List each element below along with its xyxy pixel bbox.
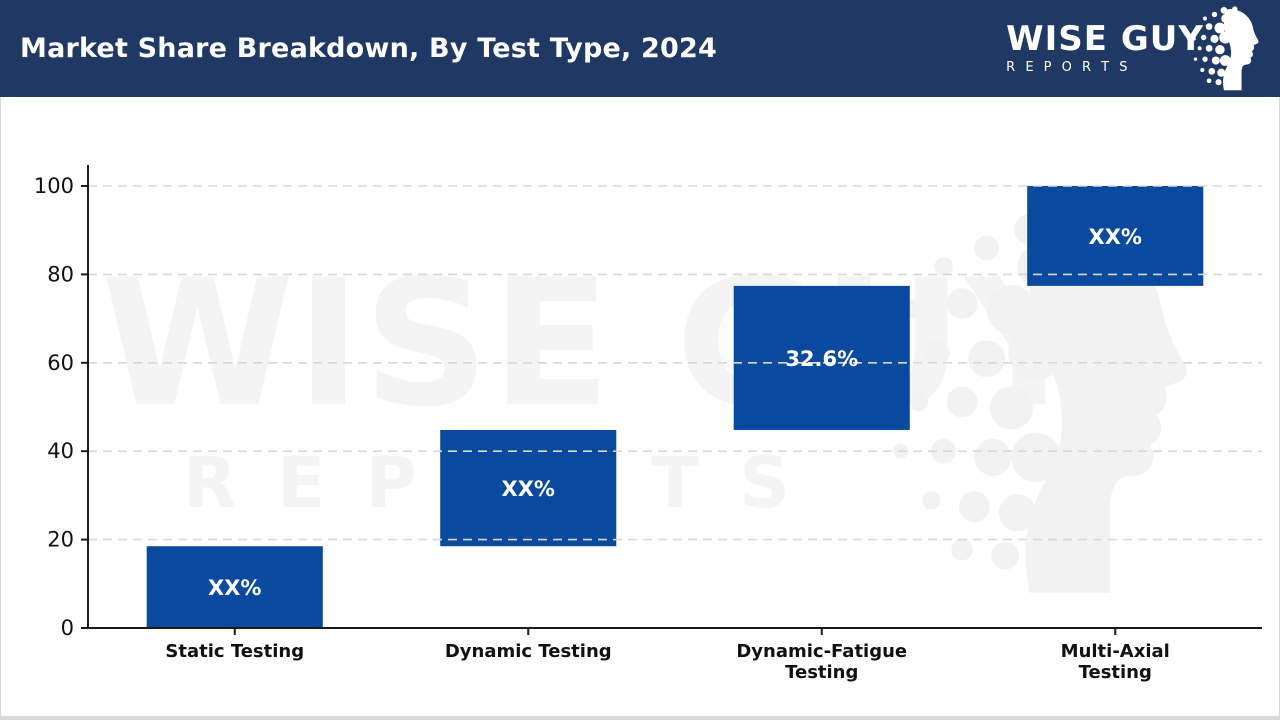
- y-tick-label: 60: [47, 351, 74, 375]
- brand-name-text: WISE GUY: [1006, 19, 1204, 60]
- bar-segment: [146, 546, 323, 628]
- bar-value-label: XX%: [1089, 225, 1142, 249]
- bottom-strip: [0, 716, 1280, 720]
- x-category-label: Static Testing: [165, 641, 304, 662]
- bar-segment: [733, 285, 910, 430]
- brand-reports-text: R E P O R T S: [1006, 59, 1131, 75]
- x-category-label: Testing: [785, 662, 858, 683]
- x-category-label: Testing: [1079, 662, 1152, 683]
- brand-head-icon: [1192, 5, 1259, 90]
- x-category-label: Multi-Axial: [1061, 641, 1170, 662]
- y-tick-label: 40: [47, 439, 74, 463]
- brand-logo: WISE GUY R E P O R T S: [1006, 5, 1264, 93]
- x-category-label: Dynamic-Fatigue: [736, 641, 907, 662]
- bar-segment: [440, 429, 617, 547]
- header-bar: Market Share Breakdown, By Test Type, 20…: [0, 0, 1280, 97]
- bar-value-label: XX%: [502, 477, 555, 501]
- bar-value-label: XX%: [208, 576, 261, 600]
- bar-segment: [1027, 186, 1204, 286]
- x-category-label: Dynamic Testing: [445, 641, 612, 662]
- bar-value-label: 32.6%: [785, 347, 858, 371]
- chart-title: Market Share Breakdown, By Test Type, 20…: [20, 33, 718, 64]
- y-tick-label: 100: [34, 174, 74, 198]
- y-tick-label: 20: [47, 528, 74, 552]
- y-tick-label: 80: [47, 262, 74, 286]
- brand-wordmark: WISE GUY R E P O R T S: [1006, 19, 1204, 75]
- y-tick-label: 0: [61, 616, 74, 640]
